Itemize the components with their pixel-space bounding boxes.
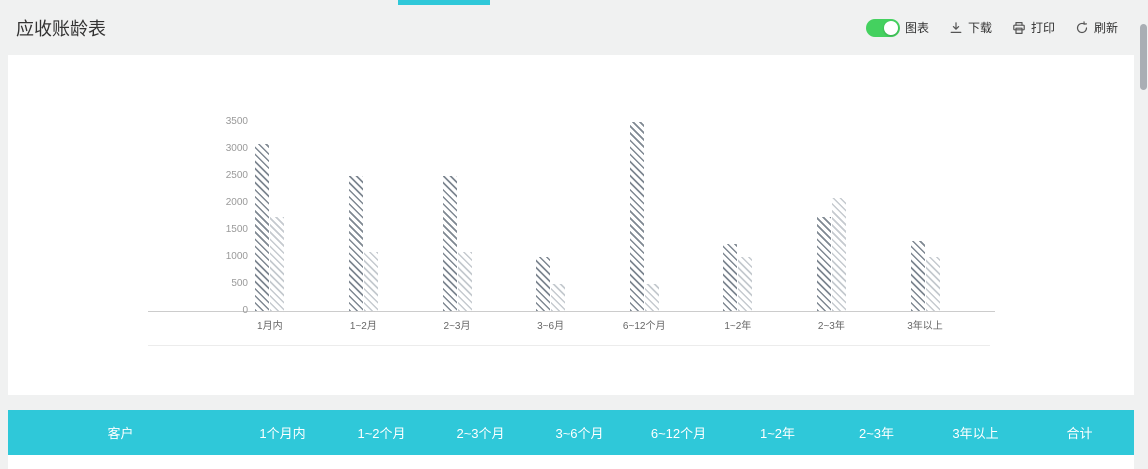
- table-header-cell: 3~6个月: [555, 426, 604, 441]
- x-axis-category-label: 3年以上: [907, 321, 943, 332]
- table-header-cell: 2~3年: [858, 426, 895, 441]
- table-header-cell: 3年以上: [952, 426, 999, 441]
- top-progress-bar: [398, 0, 490, 5]
- x-axis-category-label: 1~2月: [349, 321, 377, 332]
- x-axis-category-label: 2~3年: [817, 321, 845, 332]
- chart-bottom-line: [148, 345, 990, 346]
- chart-toggle-label: 图表: [904, 21, 929, 35]
- toolbar: 图表 下载 打印 刷新: [865, 18, 1118, 37]
- refresh-label: 刷新: [1093, 21, 1118, 35]
- download-icon: [950, 21, 962, 33]
- table-header-cell: 客户: [107, 426, 134, 441]
- y-axis-tick-label: 3000: [225, 143, 248, 154]
- chart-bar-s2[interactable]: [551, 284, 566, 311]
- print-icon: [1013, 21, 1025, 34]
- chart-bar-s1[interactable]: [348, 176, 363, 311]
- y-axis-tick-label: 3500: [225, 116, 248, 127]
- chart-bar-s1[interactable]: [910, 240, 925, 311]
- page-header: 应收账龄表 图表 下载 打印 刷新: [0, 0, 1134, 55]
- y-axis-tick-label: 2000: [225, 197, 248, 208]
- y-axis-tick-label: 0: [242, 305, 248, 316]
- chart-bar-s1[interactable]: [629, 122, 644, 311]
- bar-chart: 0 500 1000 1500 2000 2500 3000 3500 1月内 1~2月 2~3月 3…: [8, 55, 1134, 395]
- chart-bar-s1[interactable]: [442, 176, 457, 311]
- chart-bar-s1[interactable]: [816, 216, 831, 311]
- table-header-row: 客户 1个月内 1~2个月 2~3个月 3~6个月 6~12个月 1~2年 2~3年 3年以上 合…: [8, 410, 1134, 455]
- x-axis-category-label: 1月内: [257, 321, 283, 332]
- x-axis-category-label: 6~12个月: [622, 321, 666, 332]
- table-body-row: [8, 455, 1134, 469]
- chart-bar-s2[interactable]: [738, 257, 753, 311]
- x-axis-category-label: 1~2年: [724, 321, 752, 332]
- y-axis-tick-label: 500: [231, 278, 248, 289]
- page-title: 应收账龄表: [16, 18, 106, 39]
- chart-toggle-control[interactable]: 图表: [865, 18, 929, 37]
- chart-bar-s1[interactable]: [723, 243, 738, 311]
- chart-panel: 0 500 1000 1500 2000 2500 3000 3500 1月内 1~2月 2~3月 3…: [8, 55, 1134, 395]
- x-axis-line: [148, 311, 995, 312]
- table-header-cell: 1个月内: [259, 426, 306, 441]
- chart-bar-s1[interactable]: [255, 143, 270, 311]
- toggle-knob-icon: [883, 20, 898, 35]
- y-axis-tick-label: 1500: [225, 224, 248, 235]
- chart-bar-s2[interactable]: [831, 197, 846, 311]
- table-header-cell: 1~2年: [759, 426, 796, 441]
- table-header-cell: 6~12个月: [650, 426, 707, 441]
- table-header-cell: 合计: [1066, 426, 1093, 441]
- refresh-button[interactable]: 刷新: [1075, 19, 1118, 36]
- download-button[interactable]: 下载: [949, 19, 992, 36]
- y-axis-tick-label: 1000: [225, 251, 248, 262]
- y-axis-tick-label: 2500: [225, 170, 248, 181]
- chart-bar-s2[interactable]: [925, 257, 940, 311]
- chart-bar-s2[interactable]: [457, 251, 472, 311]
- chart-bar-s1[interactable]: [536, 257, 551, 311]
- chart-bar-s2[interactable]: [270, 216, 285, 311]
- chart-toggle-switch[interactable]: [865, 18, 900, 37]
- refresh-icon: [1076, 20, 1088, 33]
- print-button[interactable]: 打印: [1012, 19, 1055, 36]
- table-header-cell: 2~3个月: [456, 426, 505, 441]
- table-header-cell: 1~2个月: [357, 426, 406, 441]
- x-axis-category-label: 3~6月: [537, 321, 565, 332]
- x-axis-category-label: 2~3月: [443, 321, 471, 332]
- print-label: 打印: [1030, 21, 1055, 35]
- vertical-scrollbar-thumb[interactable]: [1140, 24, 1147, 90]
- chart-bar-s2[interactable]: [644, 284, 659, 311]
- chart-bar-s2[interactable]: [363, 251, 378, 311]
- download-label: 下载: [967, 21, 992, 35]
